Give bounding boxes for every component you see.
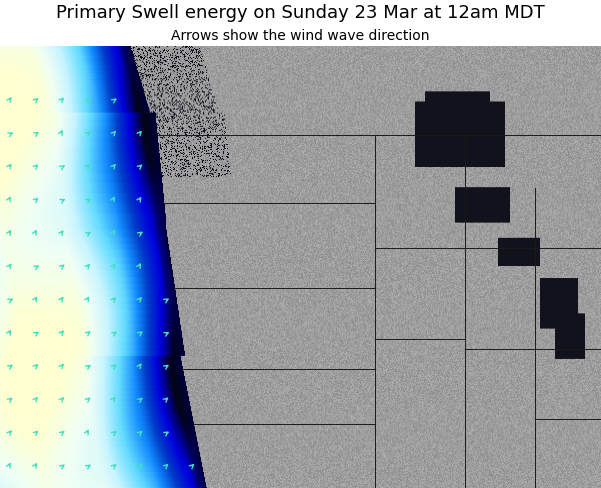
Text: Primary Swell energy on Sunday 23 Mar at 12am MDT: Primary Swell energy on Sunday 23 Mar at… <box>56 4 545 22</box>
Text: Arrows show the wind wave direction: Arrows show the wind wave direction <box>171 29 430 43</box>
